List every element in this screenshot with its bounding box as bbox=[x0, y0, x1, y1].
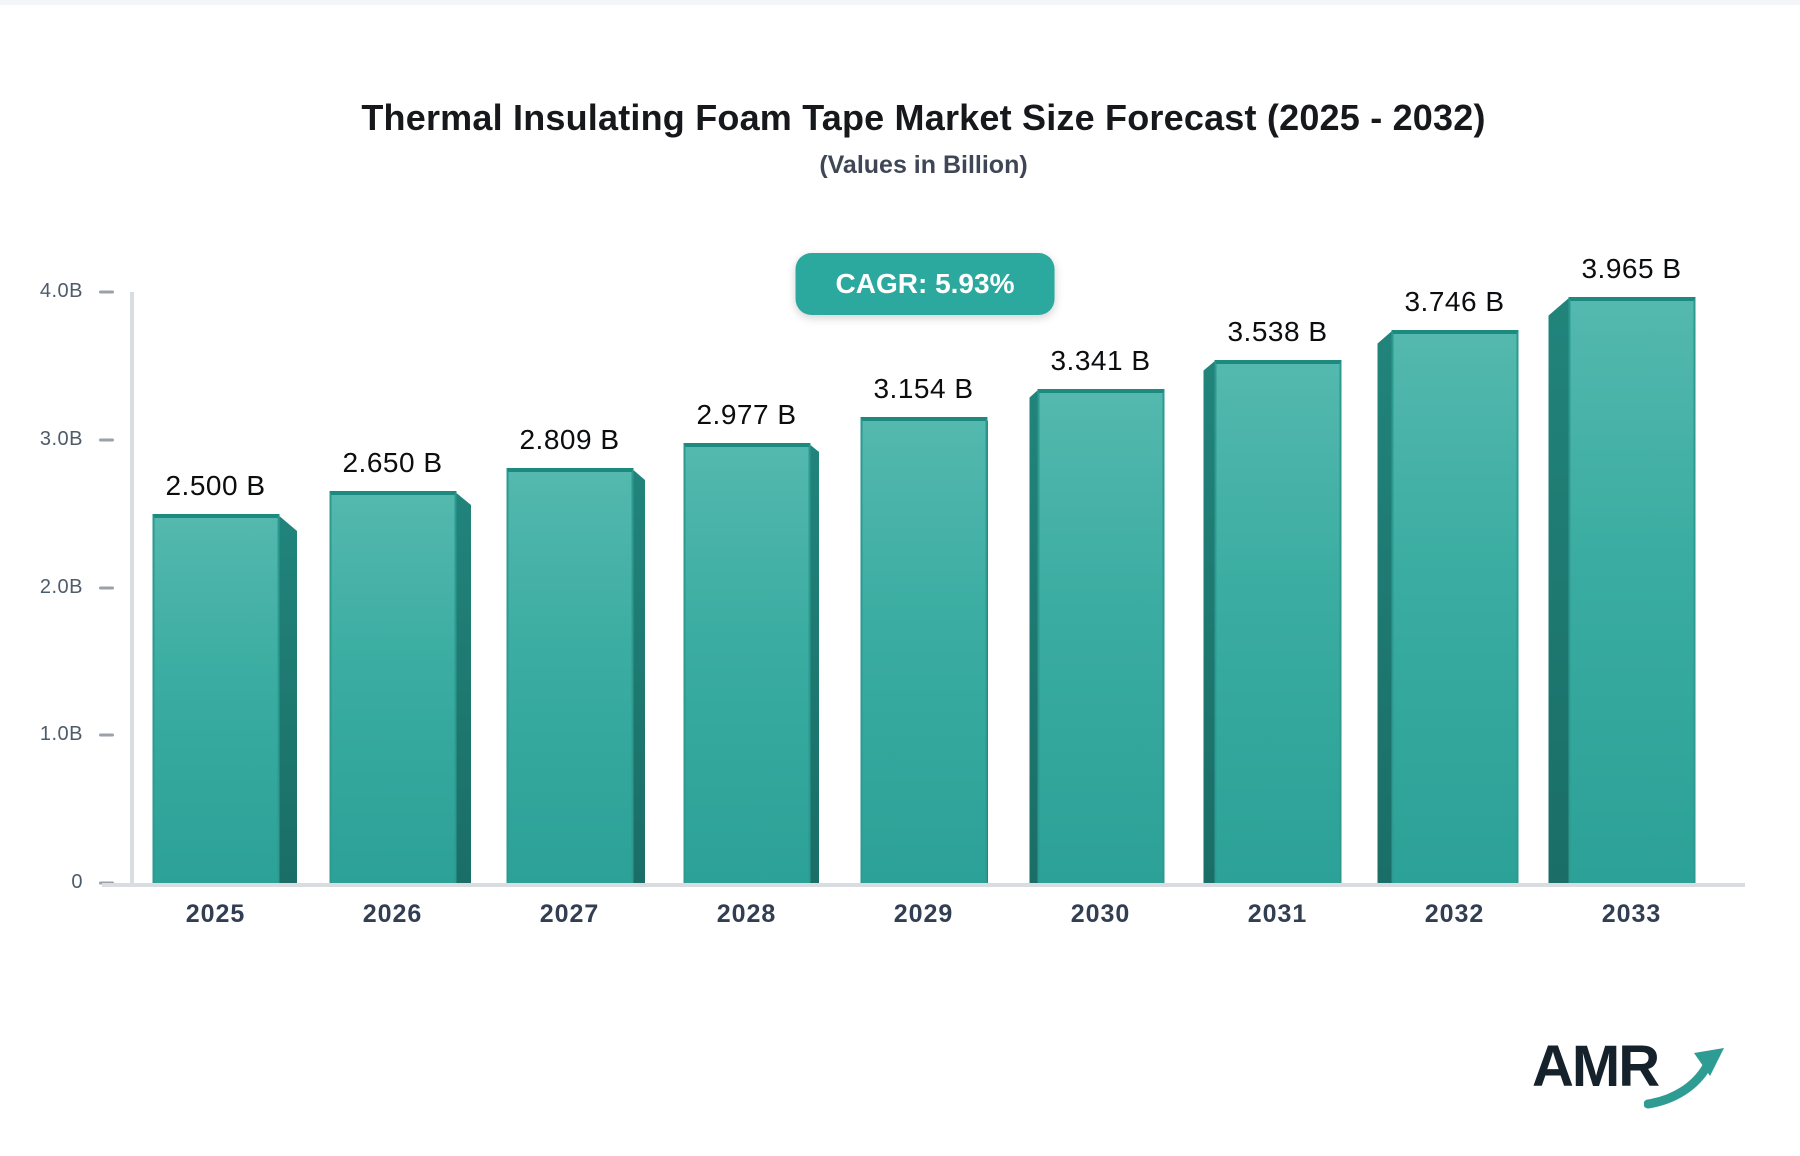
bar-side-face bbox=[277, 514, 297, 883]
bar-front-face bbox=[683, 443, 810, 883]
chart-header: Thermal Insulating Foam Tape Market Size… bbox=[127, 97, 1720, 180]
bar-front-face bbox=[152, 514, 279, 883]
growth-arrow-icon bbox=[1643, 1046, 1728, 1117]
y-axis: 4.0B 3.0B 2.0B 1.0B 0 bbox=[0, 280, 130, 893]
bar-2031 bbox=[1203, 360, 1341, 883]
y-tick-label: 1.0B bbox=[39, 723, 83, 746]
bar-side-face bbox=[1029, 389, 1039, 883]
bar-value-label: 3.154 B bbox=[873, 373, 974, 404]
bar-value-label: 2.977 B bbox=[696, 399, 797, 430]
bar-value-label: 2.500 B bbox=[165, 470, 266, 501]
bar-2028 bbox=[683, 443, 819, 883]
bar-group-2029: 3.154 B bbox=[835, 292, 1012, 883]
x-axis-label-2032: 2032 bbox=[1424, 900, 1485, 928]
top-strip bbox=[0, 0, 1800, 5]
bar-group-2032: 3.746 B bbox=[1366, 286, 1543, 883]
bar-side-face bbox=[1548, 297, 1570, 883]
bar-2027 bbox=[506, 468, 645, 883]
amr-logo: AMR bbox=[1532, 1038, 1728, 1117]
logo-text: AMR bbox=[1532, 1034, 1660, 1099]
bar-side-face bbox=[808, 443, 819, 883]
bar-group-2033: 3.965 B bbox=[1543, 253, 1720, 883]
x-axis-label-2029: 2029 bbox=[893, 900, 954, 928]
bar-group-2028: 2.977 B bbox=[658, 292, 835, 883]
bar-group-2031: 3.538 B bbox=[1189, 292, 1366, 883]
bar-group-2030: 3.341 B bbox=[1012, 292, 1189, 883]
bar-value-label: 2.650 B bbox=[342, 447, 443, 478]
bar-front-face bbox=[506, 468, 633, 883]
cagr-badge: CAGR: 5.93% bbox=[795, 253, 1055, 315]
bar-2033 bbox=[1548, 297, 1695, 883]
bar-2030 bbox=[1029, 389, 1164, 883]
y-tick-dash bbox=[99, 438, 114, 442]
y-tick-label: 3.0B bbox=[39, 428, 83, 451]
y-tick-label: 0 bbox=[71, 871, 83, 894]
bar-side-face bbox=[1377, 330, 1393, 883]
bar-value-label: 3.746 B bbox=[1404, 286, 1505, 317]
bar-side-face bbox=[631, 468, 645, 883]
chart-title: Thermal Insulating Foam Tape Market Size… bbox=[361, 97, 1486, 138]
y-tick-label: 4.0B bbox=[39, 280, 83, 303]
bar-front-face bbox=[329, 491, 456, 883]
bar-group-2026: 2.650 B bbox=[304, 292, 481, 883]
x-axis-label-2030: 2030 bbox=[1070, 900, 1131, 928]
bar-value-label: 3.341 B bbox=[1050, 345, 1151, 376]
x-axis-label-2033: 2033 bbox=[1601, 900, 1662, 928]
x-axis-labels: 2025 2026 2027 2028 2029 2030 2031 2032 2033 bbox=[127, 900, 1720, 929]
x-axis-label-2031: 2031 bbox=[1247, 900, 1308, 928]
x-axis-label-2028: 2028 bbox=[716, 900, 777, 928]
bar-value-label: 3.538 B bbox=[1227, 316, 1328, 347]
bar-group-2025: 2.500 B bbox=[127, 292, 304, 883]
y-tick-dash bbox=[99, 733, 114, 737]
y-tick-label: 2.0B bbox=[39, 576, 83, 599]
bar-side-face bbox=[1203, 360, 1216, 883]
bar-front-face bbox=[1037, 389, 1164, 883]
bar-front-face bbox=[860, 417, 987, 883]
x-axis-label-2027: 2027 bbox=[539, 900, 600, 928]
bars: 2.500 B 2.650 B 2.809 B 2.977 B 3.154 B 3.341… bbox=[127, 253, 1720, 883]
chart-subtitle: (Values in Billion) bbox=[819, 151, 1028, 180]
bar-2025 bbox=[152, 514, 297, 883]
bar-value-label: 3.965 B bbox=[1581, 253, 1682, 284]
y-axis-line bbox=[130, 292, 134, 885]
x-axis-label-2026: 2026 bbox=[362, 900, 423, 928]
bar-front-face bbox=[1568, 297, 1695, 883]
bar-2029 bbox=[860, 417, 988, 883]
bar-2026 bbox=[329, 491, 471, 883]
bar-side-face bbox=[454, 491, 471, 883]
bar-group-2027: 2.809 B bbox=[481, 292, 658, 883]
bar-value-label: 2.809 B bbox=[519, 424, 620, 455]
x-axis-label-2025: 2025 bbox=[185, 900, 246, 928]
bar-front-face bbox=[1214, 360, 1341, 883]
bar-front-face bbox=[1391, 330, 1518, 883]
y-tick-dash bbox=[99, 586, 114, 590]
x-axis-line bbox=[102, 883, 1745, 887]
y-tick-dash bbox=[99, 290, 114, 294]
bar-2032 bbox=[1377, 330, 1518, 883]
